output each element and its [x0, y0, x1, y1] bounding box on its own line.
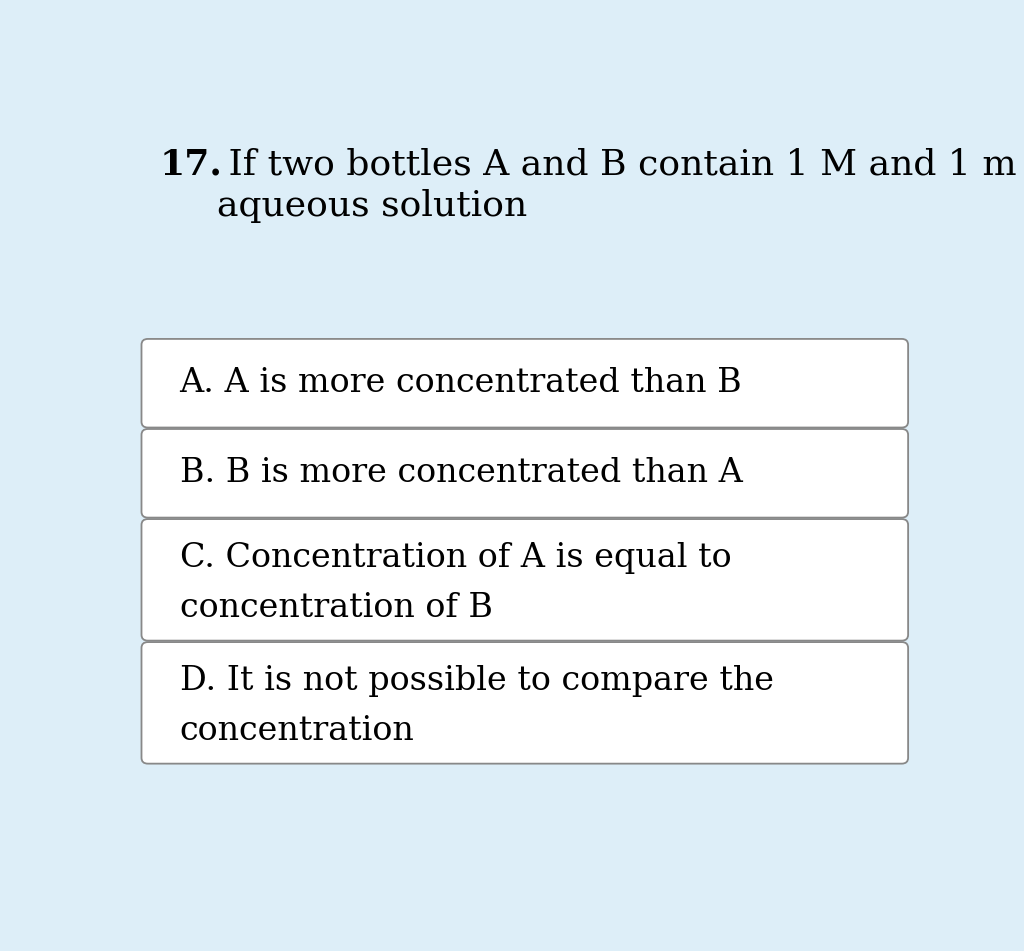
- Text: C. Concentration of A is equal to: C. Concentration of A is equal to: [179, 542, 731, 573]
- FancyBboxPatch shape: [141, 339, 908, 428]
- Text: concentration: concentration: [179, 715, 415, 747]
- Text: B. B is more concentrated than A: B. B is more concentrated than A: [179, 457, 742, 490]
- FancyBboxPatch shape: [141, 642, 908, 764]
- Text: concentration of B: concentration of B: [179, 592, 493, 624]
- Text: D. It is not possible to compare the: D. It is not possible to compare the: [179, 665, 773, 697]
- Text: If two bottles A and B contain 1 M and 1 m
aqueous solution: If two bottles A and B contain 1 M and 1…: [217, 147, 1017, 223]
- Text: A. A is more concentrated than B: A. A is more concentrated than B: [179, 367, 742, 399]
- FancyBboxPatch shape: [141, 429, 908, 517]
- FancyBboxPatch shape: [141, 519, 908, 641]
- Text: 17.: 17.: [160, 147, 222, 181]
